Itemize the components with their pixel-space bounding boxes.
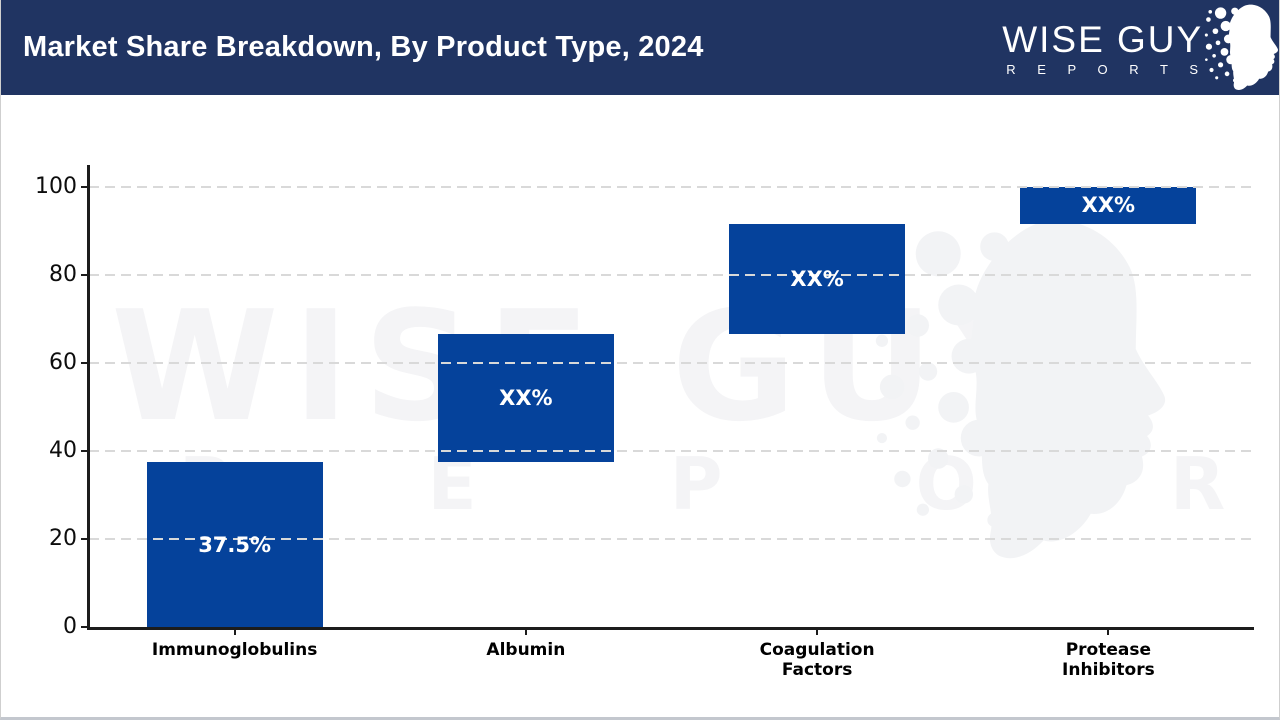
y-tick-0 (81, 626, 89, 628)
y-tick-label-40: 40 (49, 438, 77, 463)
y-tick-label-60: 60 (49, 350, 77, 375)
x-tick-immunoglobulins (233, 627, 236, 635)
gridline-60 (89, 362, 1254, 364)
x-axis-line (87, 627, 1254, 630)
x-category-line: Factors (781, 660, 853, 680)
y-tick-80 (81, 274, 89, 276)
brand-face-dots-icon (1204, 4, 1278, 90)
brand-logo: WISE GUY R E P O R T S (1002, 0, 1279, 95)
y-tick-40 (81, 450, 89, 452)
brand-wiseguy-label: WISE GUY (1002, 18, 1204, 60)
x-tick-coagulation-factors (816, 627, 819, 635)
brand-reports-label: R E P O R T S (1006, 61, 1207, 77)
y-axis-line (87, 165, 90, 630)
x-category-line: Albumin (486, 640, 566, 660)
x-category-label-immunoglobulins: Immunoglobulins (152, 640, 317, 660)
y-tick-60 (81, 362, 89, 364)
y-tick-100 (81, 186, 89, 188)
bar-immunoglobulins (146, 462, 323, 627)
x-category-label-coagulation-factors: Coagulation Factors (760, 640, 875, 680)
bar-coagulation-factors (729, 223, 906, 334)
x-category-label-albumin: Albumin (486, 640, 565, 660)
bar-value-label-protease-inhibitors: XX% (1081, 193, 1136, 218)
x-category-line: Protease (1065, 640, 1152, 660)
x-tick-albumin (524, 627, 527, 635)
y-tick-20 (81, 538, 89, 540)
y-tick-label-20: 20 (49, 526, 77, 551)
gridline-20 (89, 538, 1254, 540)
y-tick-label-80: 80 (49, 262, 77, 287)
x-category-line: Coagulation (759, 640, 875, 660)
bar-value-label-coagulation-factors: XX% (790, 266, 844, 291)
x-tick-protease-inhibitors (1107, 627, 1110, 635)
x-category-label-protease-inhibitors: Protease Inhibitors (1062, 640, 1155, 680)
gridline-80 (89, 274, 1254, 276)
y-tick-label-0: 0 (63, 614, 77, 639)
header-bar: Market Share Breakdown, By Product Type,… (1, 0, 1279, 95)
x-category-line: Inhibitors (1062, 660, 1155, 680)
bar-value-label-albumin: XX% (499, 385, 553, 410)
x-category-line: Immunoglobulins (151, 640, 318, 660)
bar-albumin (437, 333, 614, 462)
gridline-40 (89, 450, 1254, 452)
chart-title: Market Share Breakdown, By Product Type,… (23, 31, 704, 63)
y-tick-label-100: 100 (35, 174, 77, 199)
bar-value-label-immunoglobulins: 37.5% (198, 532, 272, 557)
brand-text: WISE GUY R E P O R T S (1002, 19, 1207, 77)
gridline-100 (89, 186, 1254, 188)
bar-protease-inhibitors (1020, 187, 1197, 224)
